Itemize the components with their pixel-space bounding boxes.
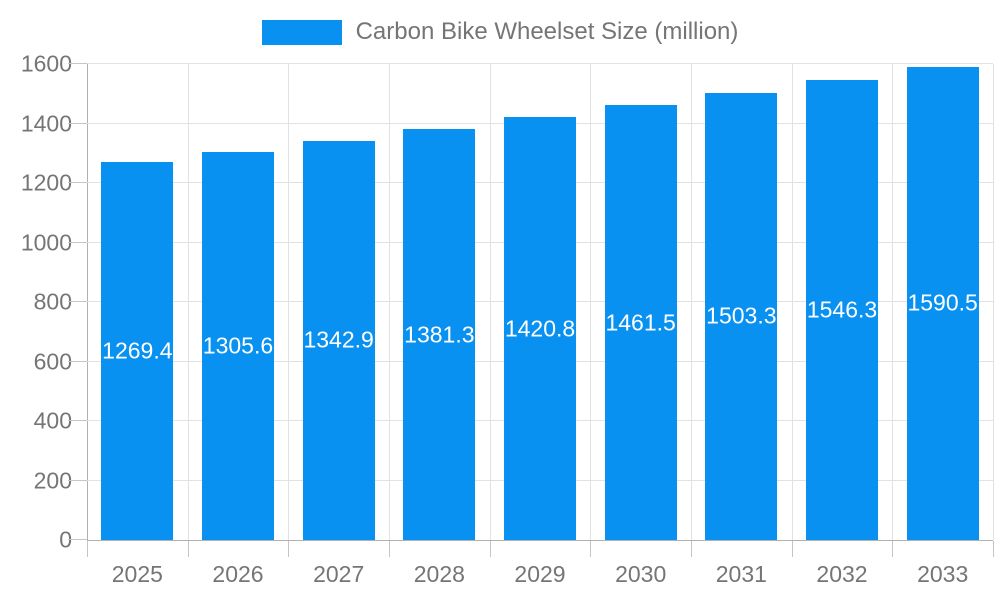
x-axis-ticks — [87, 541, 994, 557]
v-gridline — [187, 64, 189, 540]
y-axis-label: 600 — [33, 348, 72, 374]
y-axis-label: 0 — [59, 526, 72, 553]
x-axis-label: 2025 — [111, 561, 163, 587]
x-axis-label: 2028 — [413, 561, 465, 587]
y-axis-tick — [68, 479, 87, 481]
h-gridline — [87, 63, 993, 64]
x-axis-tick — [288, 541, 290, 557]
bar: 1305.6 — [202, 151, 274, 540]
x-axis-tick — [87, 541, 88, 557]
x-axis-labels: 2025 2026 2027 2028 2029 2030 2031 2032 2033 — [87, 561, 993, 591]
v-gridline — [791, 64, 793, 540]
y-axis-tick — [68, 539, 87, 540]
x-axis-tick — [791, 541, 793, 557]
x-axis-tick — [993, 541, 994, 557]
y-axis-tick — [68, 122, 87, 124]
bar: 1546.3 — [806, 79, 878, 540]
chart-legend[interactable]: Carbon Bike Wheelset Size (million) — [0, 18, 1000, 46]
v-gridline — [288, 64, 290, 540]
v-gridline — [993, 64, 994, 540]
v-gridline — [690, 64, 692, 540]
y-axis-tick — [68, 241, 87, 243]
x-axis-tick — [489, 541, 491, 557]
x-axis-label: 2032 — [816, 561, 868, 587]
legend-swatch[interactable] — [261, 19, 342, 45]
y-axis-tick — [68, 182, 87, 183]
y-axis-tick — [68, 63, 87, 64]
x-axis-label: 2026 — [212, 561, 264, 587]
y-axis-label: 1200 — [20, 169, 72, 196]
v-gridline — [489, 64, 491, 540]
y-axis-label: 200 — [33, 467, 72, 493]
y-axis-ticks — [68, 63, 87, 540]
bar-value-label: 1381.3 — [404, 321, 475, 348]
bar-value-label: 1269.4 — [102, 337, 173, 364]
x-axis-tick — [690, 541, 692, 557]
plot-area: 1269.4 1305.6 1342.9 1381.3 1420.8 1461.5 1503… — [87, 63, 994, 541]
x-axis-tick — [892, 541, 894, 557]
y-axis-label: 800 — [33, 288, 72, 315]
bar: 1342.9 — [302, 140, 375, 540]
bar: 1461.5 — [604, 105, 677, 540]
y-axis-labels: 0 200 400 600 800 1000 1200 1400 1600 — [0, 52, 72, 551]
bar-value-label: 1461.5 — [605, 309, 676, 336]
bar-value-label: 1546.3 — [806, 296, 878, 323]
x-axis-label: 2029 — [514, 561, 566, 587]
bar-value-label: 1305.6 — [202, 332, 274, 359]
x-axis-label: 2030 — [615, 561, 667, 587]
bar-value-label: 1503.3 — [706, 302, 777, 329]
x-axis-label: 2027 — [313, 561, 365, 587]
y-axis-tick — [68, 360, 87, 362]
x-axis-tick — [590, 541, 592, 557]
bar-value-label: 1420.8 — [504, 315, 576, 342]
y-axis-tick — [68, 301, 87, 302]
bar: 1590.5 — [906, 66, 979, 540]
v-gridline — [388, 64, 390, 540]
bar: 1503.3 — [705, 92, 778, 540]
x-axis-label: 2031 — [715, 561, 767, 587]
y-axis-label: 1400 — [20, 110, 72, 136]
x-axis-tick — [388, 541, 390, 557]
y-axis-label: 1600 — [20, 50, 72, 77]
v-gridline — [590, 64, 592, 540]
y-axis-label: 1000 — [20, 229, 72, 255]
bar-value-label: 1590.5 — [907, 289, 978, 316]
x-axis-line — [87, 540, 993, 541]
bar-value-label: 1342.9 — [303, 326, 374, 353]
y-axis-label: 400 — [33, 407, 72, 434]
y-axis-tick — [68, 420, 87, 421]
legend-label[interactable]: Carbon Bike Wheelset Size (million) — [355, 18, 739, 45]
v-gridline — [892, 64, 894, 540]
y-axis-line — [87, 64, 88, 540]
bar: 1420.8 — [504, 117, 576, 540]
x-axis-tick — [187, 541, 189, 557]
bar: 1269.4 — [101, 162, 174, 540]
x-axis-label: 2033 — [917, 561, 969, 587]
bar: 1381.3 — [403, 129, 476, 540]
